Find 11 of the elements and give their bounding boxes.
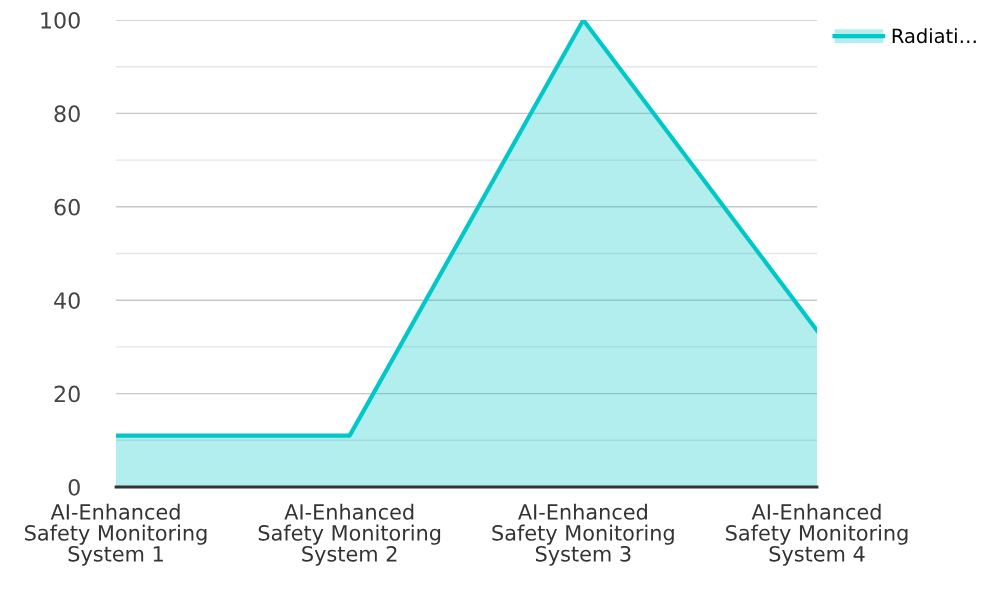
x-tick-label: AI-Enhanced Safety Monitoring System 2 xyxy=(258,503,441,566)
y-tick-label: 40 xyxy=(54,292,80,309)
x-tick-label: AI-Enhanced Safety Monitoring System 4 xyxy=(726,503,908,566)
legend-label: Radiati… xyxy=(892,28,976,44)
x-tick-label: AI-Enhanced Safety Monitoring System 3 xyxy=(492,503,674,566)
y-tick-label: 60 xyxy=(54,198,80,216)
x-tick-label: AI-Enhanced Safety Monitoring System 1 xyxy=(25,503,207,566)
y-tick-label: 20 xyxy=(54,385,80,403)
y-tick-label: 0 xyxy=(68,478,80,496)
y-tick-label: 100 xyxy=(41,11,80,29)
y-tick-label: 80 xyxy=(54,105,80,123)
